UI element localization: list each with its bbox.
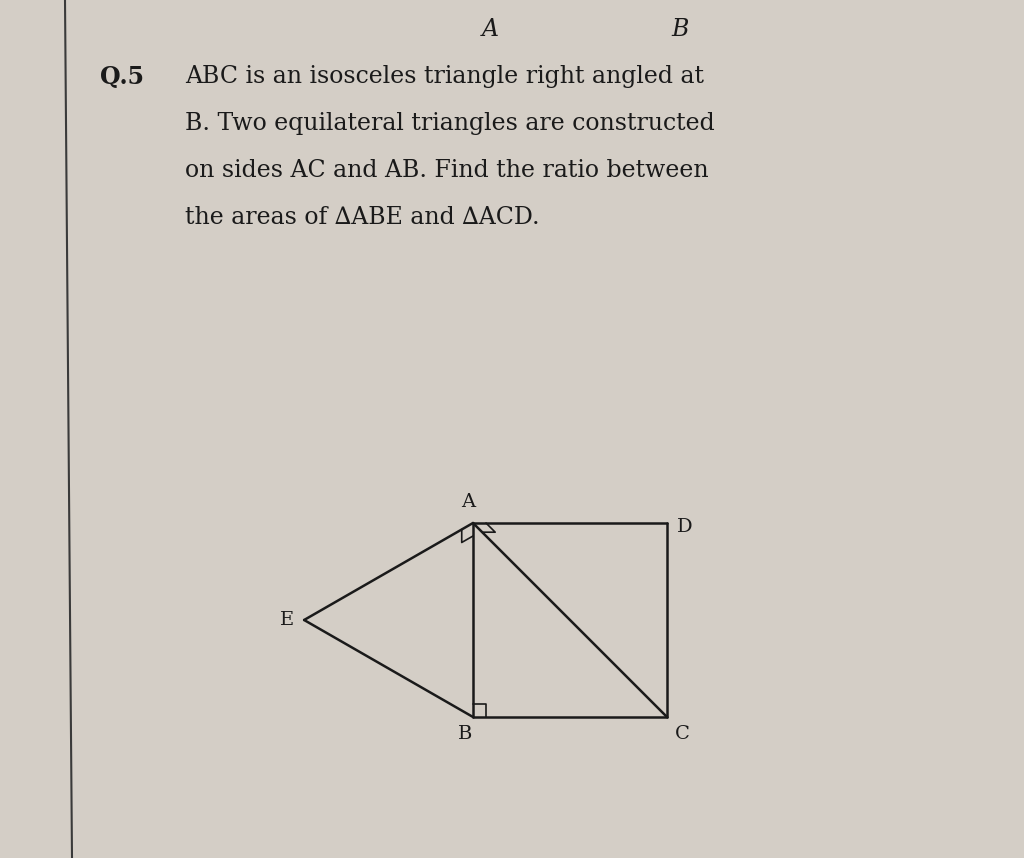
Text: B: B: [458, 725, 472, 743]
Text: B. Two equilateral triangles are constructed: B. Two equilateral triangles are constru…: [185, 112, 715, 135]
Text: B: B: [672, 18, 689, 41]
Text: the areas of ∆ABE and ∆ACD.: the areas of ∆ABE and ∆ACD.: [185, 206, 540, 229]
Text: Q.5: Q.5: [100, 65, 144, 89]
Text: D: D: [677, 518, 692, 536]
Text: E: E: [280, 611, 294, 629]
Text: A: A: [481, 18, 499, 41]
Text: A: A: [461, 493, 475, 511]
Text: on sides AC and AB. Find the ratio between: on sides AC and AB. Find the ratio betwe…: [185, 159, 709, 182]
Text: ABC is an isosceles triangle right angled at: ABC is an isosceles triangle right angle…: [185, 65, 705, 88]
Text: C: C: [675, 725, 690, 743]
